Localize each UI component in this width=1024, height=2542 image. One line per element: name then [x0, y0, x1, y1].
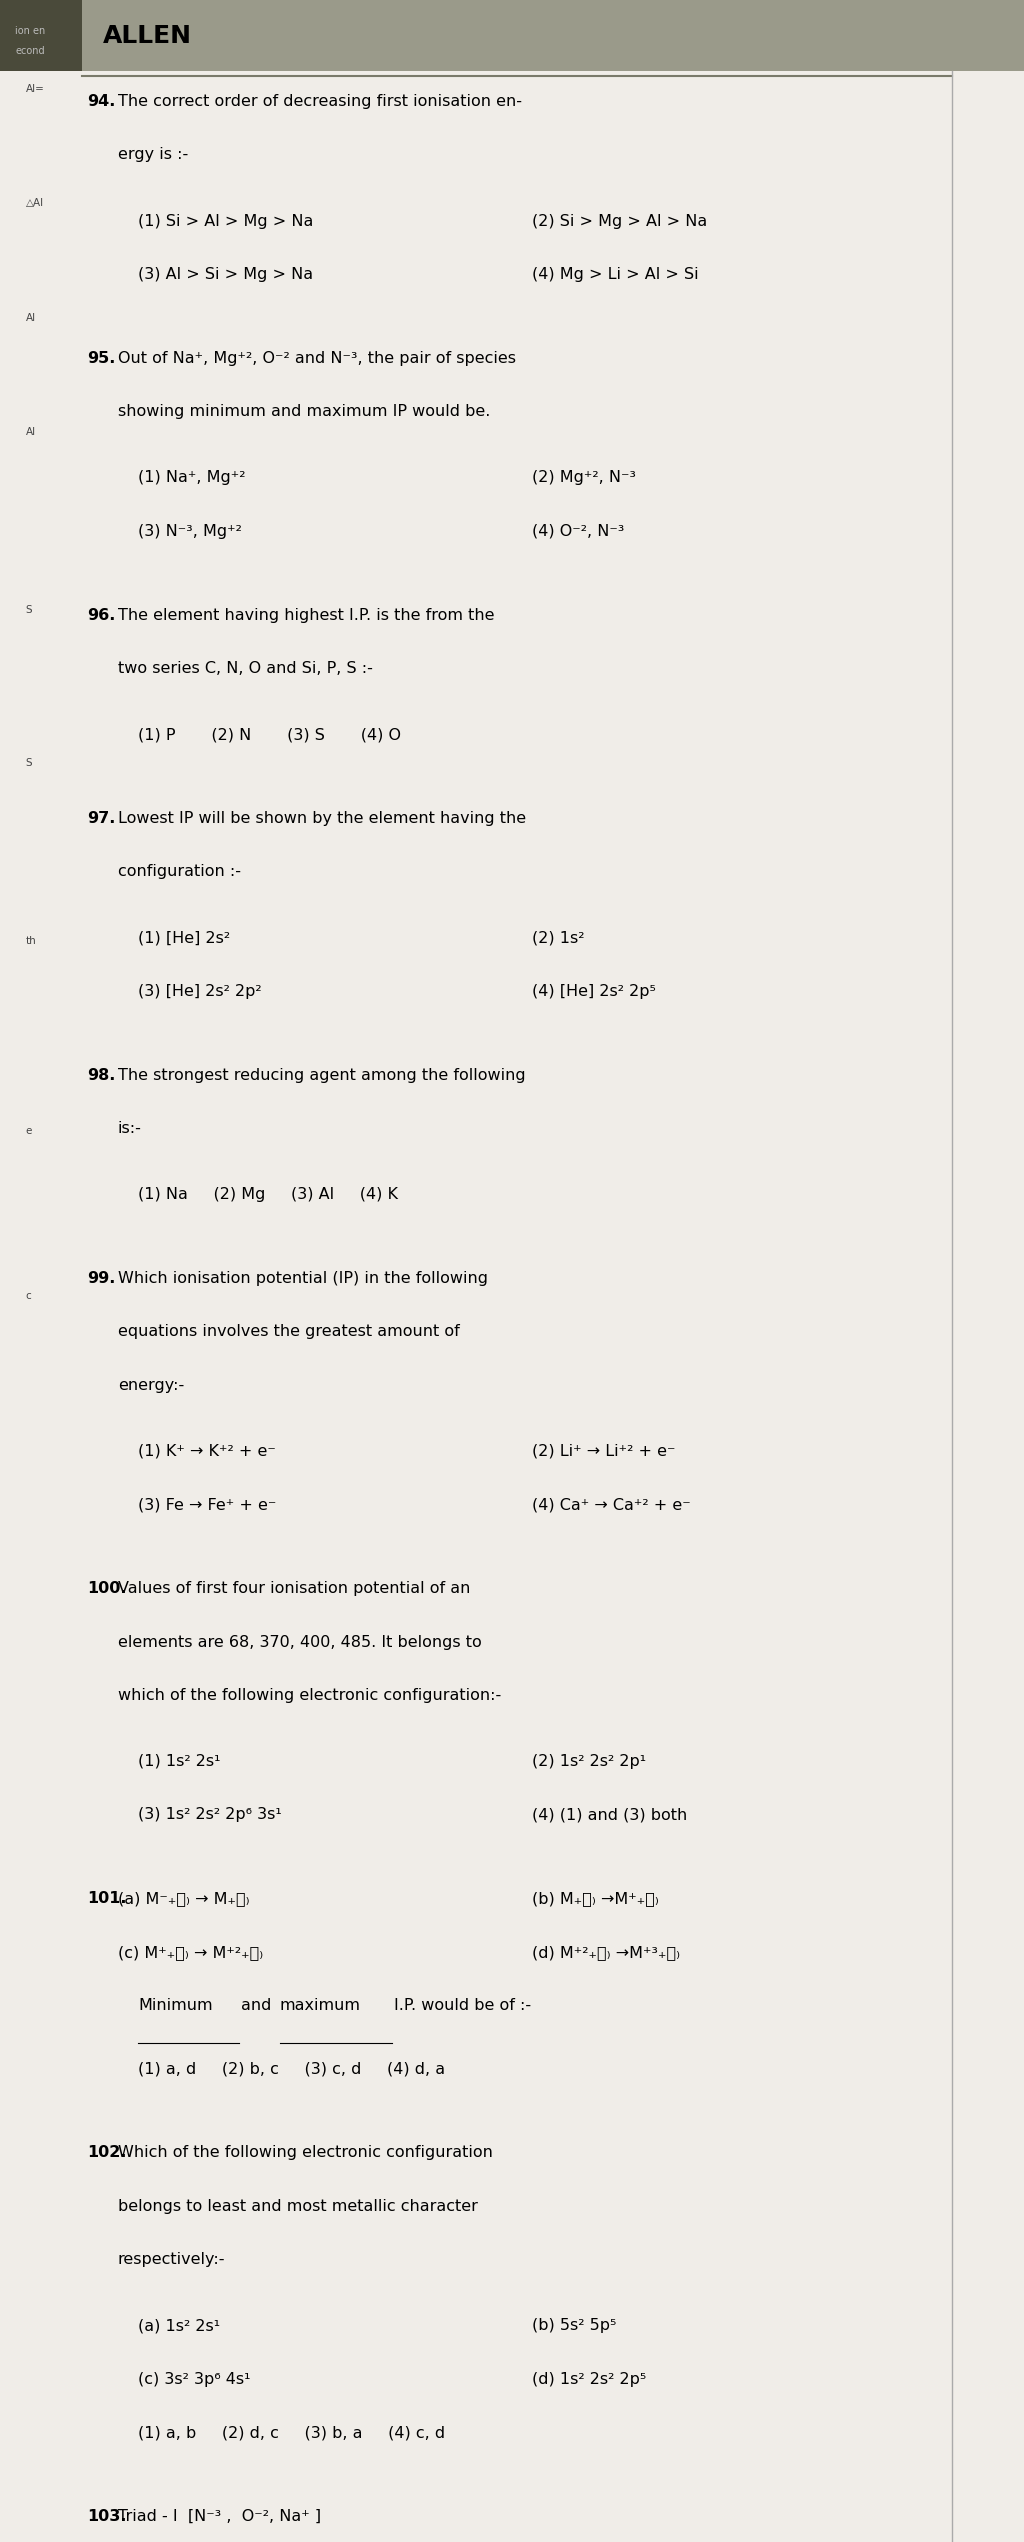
Text: Which ionisation potential (IP) in the following: Which ionisation potential (IP) in the f…	[118, 1271, 487, 1286]
Text: (1) a, d     (2) b, c     (3) c, d     (4) d, a: (1) a, d (2) b, c (3) c, d (4) d, a	[138, 2062, 445, 2077]
Text: (3) 1s² 2s² 2p⁶ 3s¹: (3) 1s² 2s² 2p⁶ 3s¹	[138, 1807, 282, 1823]
Text: The strongest reducing agent among the following: The strongest reducing agent among the f…	[118, 1068, 525, 1083]
Text: configuration :-: configuration :-	[118, 864, 241, 880]
Text: (c) 3s² 3p⁶ 4s¹: (c) 3s² 3p⁶ 4s¹	[138, 2372, 251, 2387]
Text: Al=: Al=	[26, 84, 44, 94]
Text: 94.: 94.	[87, 94, 116, 109]
Text: (1) a, b     (2) d, c     (3) b, a     (4) c, d: (1) a, b (2) d, c (3) b, a (4) c, d	[138, 2425, 445, 2440]
Text: ergy is :-: ergy is :-	[118, 147, 188, 163]
Text: elements are 68, 370, 400, 485. It belongs to: elements are 68, 370, 400, 485. It belon…	[118, 1635, 481, 1650]
Text: △Al: △Al	[26, 198, 44, 208]
Text: (3) Al > Si > Mg > Na: (3) Al > Si > Mg > Na	[138, 267, 313, 282]
Text: belongs to least and most metallic character: belongs to least and most metallic chara…	[118, 2199, 477, 2214]
Text: 97.: 97.	[87, 811, 116, 826]
Text: 103.: 103.	[87, 2509, 127, 2524]
Text: (c) M⁺₊₟₎ → M⁺²₊₟₎: (c) M⁺₊₟₎ → M⁺²₊₟₎	[118, 1945, 263, 1960]
Text: 98.: 98.	[87, 1068, 116, 1083]
Bar	[0, 0, 82, 71]
Text: (1) [He] 2s²: (1) [He] 2s²	[138, 930, 230, 946]
Text: (4) Mg > Li > Al > Si: (4) Mg > Li > Al > Si	[532, 267, 699, 282]
Text: 101.: 101.	[87, 1891, 127, 1906]
Text: Lowest IP will be shown by the element having the: Lowest IP will be shown by the element h…	[118, 811, 526, 826]
Text: (b) 5s² 5p⁵: (b) 5s² 5p⁵	[532, 2318, 616, 2334]
Text: Out of Na⁺, Mg⁺², O⁻² and N⁻³, the pair of species: Out of Na⁺, Mg⁺², O⁻² and N⁻³, the pair …	[118, 351, 516, 366]
Text: 96.: 96.	[87, 608, 116, 623]
Text: e: e	[26, 1126, 32, 1136]
Text: (4) [He] 2s² 2p⁵: (4) [He] 2s² 2p⁵	[532, 984, 656, 999]
Text: c: c	[26, 1291, 32, 1302]
Text: (1) Na     (2) Mg     (3) Al     (4) K: (1) Na (2) Mg (3) Al (4) K	[138, 1187, 398, 1202]
Text: th: th	[26, 935, 36, 946]
Text: Values of first four ionisation potential of an: Values of first four ionisation potentia…	[118, 1581, 470, 1596]
Text: (2) Si > Mg > Al > Na: (2) Si > Mg > Al > Na	[532, 214, 708, 229]
Text: econd: econd	[15, 46, 45, 56]
Text: (a) M⁻₊₟₎ → M₊₟₎: (a) M⁻₊₟₎ → M₊₟₎	[118, 1891, 250, 1906]
Text: (4) O⁻², N⁻³: (4) O⁻², N⁻³	[532, 524, 625, 539]
Text: (3) N⁻³, Mg⁺²: (3) N⁻³, Mg⁺²	[138, 524, 242, 539]
Text: (d) 1s² 2s² 2p⁵: (d) 1s² 2s² 2p⁵	[532, 2372, 647, 2387]
Bar	[82, 0, 1024, 71]
Text: (2) Mg⁺², N⁻³: (2) Mg⁺², N⁻³	[532, 470, 637, 486]
Text: (3) [He] 2s² 2p²: (3) [He] 2s² 2p²	[138, 984, 262, 999]
Text: which of the following electronic configuration:-: which of the following electronic config…	[118, 1688, 501, 1703]
Text: showing minimum and maximum IP would be.: showing minimum and maximum IP would be.	[118, 404, 490, 419]
Text: (1) Na⁺, Mg⁺²: (1) Na⁺, Mg⁺²	[138, 470, 246, 486]
Text: (2) 1s² 2s² 2p¹: (2) 1s² 2s² 2p¹	[532, 1754, 646, 1769]
Text: respectively:-: respectively:-	[118, 2252, 225, 2267]
Text: Which of the following electronic configuration: Which of the following electronic config…	[118, 2145, 493, 2161]
Text: equations involves the greatest amount of: equations involves the greatest amount o…	[118, 1324, 460, 1340]
Text: Al: Al	[26, 427, 36, 437]
Text: (1) P       (2) N       (3) S       (4) O: (1) P (2) N (3) S (4) O	[138, 727, 401, 742]
Text: (3) Fe → Fe⁺ + e⁻: (3) Fe → Fe⁺ + e⁻	[138, 1497, 276, 1512]
Text: 102.: 102.	[87, 2145, 127, 2161]
Text: (a) 1s² 2s¹: (a) 1s² 2s¹	[138, 2318, 220, 2334]
Text: S: S	[26, 758, 32, 768]
Text: and: and	[241, 1998, 271, 2013]
Text: (1) Si > Al > Mg > Na: (1) Si > Al > Mg > Na	[138, 214, 313, 229]
Text: ALLEN: ALLEN	[102, 23, 191, 48]
Text: energy:-: energy:-	[118, 1378, 184, 1393]
Text: 99.: 99.	[87, 1271, 116, 1286]
Text: S: S	[26, 605, 32, 615]
Text: ion en: ion en	[15, 25, 46, 36]
Text: (d) M⁺²₊₟₎ →M⁺³₊₟₎: (d) M⁺²₊₟₎ →M⁺³₊₟₎	[532, 1945, 681, 1960]
Text: is:-: is:-	[118, 1121, 141, 1136]
Text: I.P. would be of :-: I.P. would be of :-	[394, 1998, 531, 2013]
Text: The element having highest I.P. is the from the: The element having highest I.P. is the f…	[118, 608, 495, 623]
Text: Minimum: Minimum	[138, 1998, 213, 2013]
Text: Triad - I  [N⁻³ ,  O⁻², Na⁺ ]: Triad - I [N⁻³ , O⁻², Na⁺ ]	[118, 2509, 321, 2524]
Text: (1) K⁺ → K⁺² + e⁻: (1) K⁺ → K⁺² + e⁻	[138, 1444, 276, 1459]
Text: Al: Al	[26, 313, 36, 323]
Text: (2) Li⁺ → Li⁺² + e⁻: (2) Li⁺ → Li⁺² + e⁻	[532, 1444, 676, 1459]
Text: 100.: 100.	[87, 1581, 127, 1596]
Text: 95.: 95.	[87, 351, 116, 366]
Text: (2) 1s²: (2) 1s²	[532, 930, 585, 946]
Text: (b) M₊₟₎ →M⁺₊₟₎: (b) M₊₟₎ →M⁺₊₟₎	[532, 1891, 659, 1906]
Text: two series C, N, O and Si, P, S :-: two series C, N, O and Si, P, S :-	[118, 661, 373, 676]
Text: The correct order of decreasing first ionisation en-: The correct order of decreasing first io…	[118, 94, 522, 109]
Text: (4) (1) and (3) both: (4) (1) and (3) both	[532, 1807, 688, 1823]
Text: (4) Ca⁺ → Ca⁺² + e⁻: (4) Ca⁺ → Ca⁺² + e⁻	[532, 1497, 691, 1512]
Text: maximum: maximum	[280, 1998, 360, 2013]
Text: (1) 1s² 2s¹: (1) 1s² 2s¹	[138, 1754, 221, 1769]
